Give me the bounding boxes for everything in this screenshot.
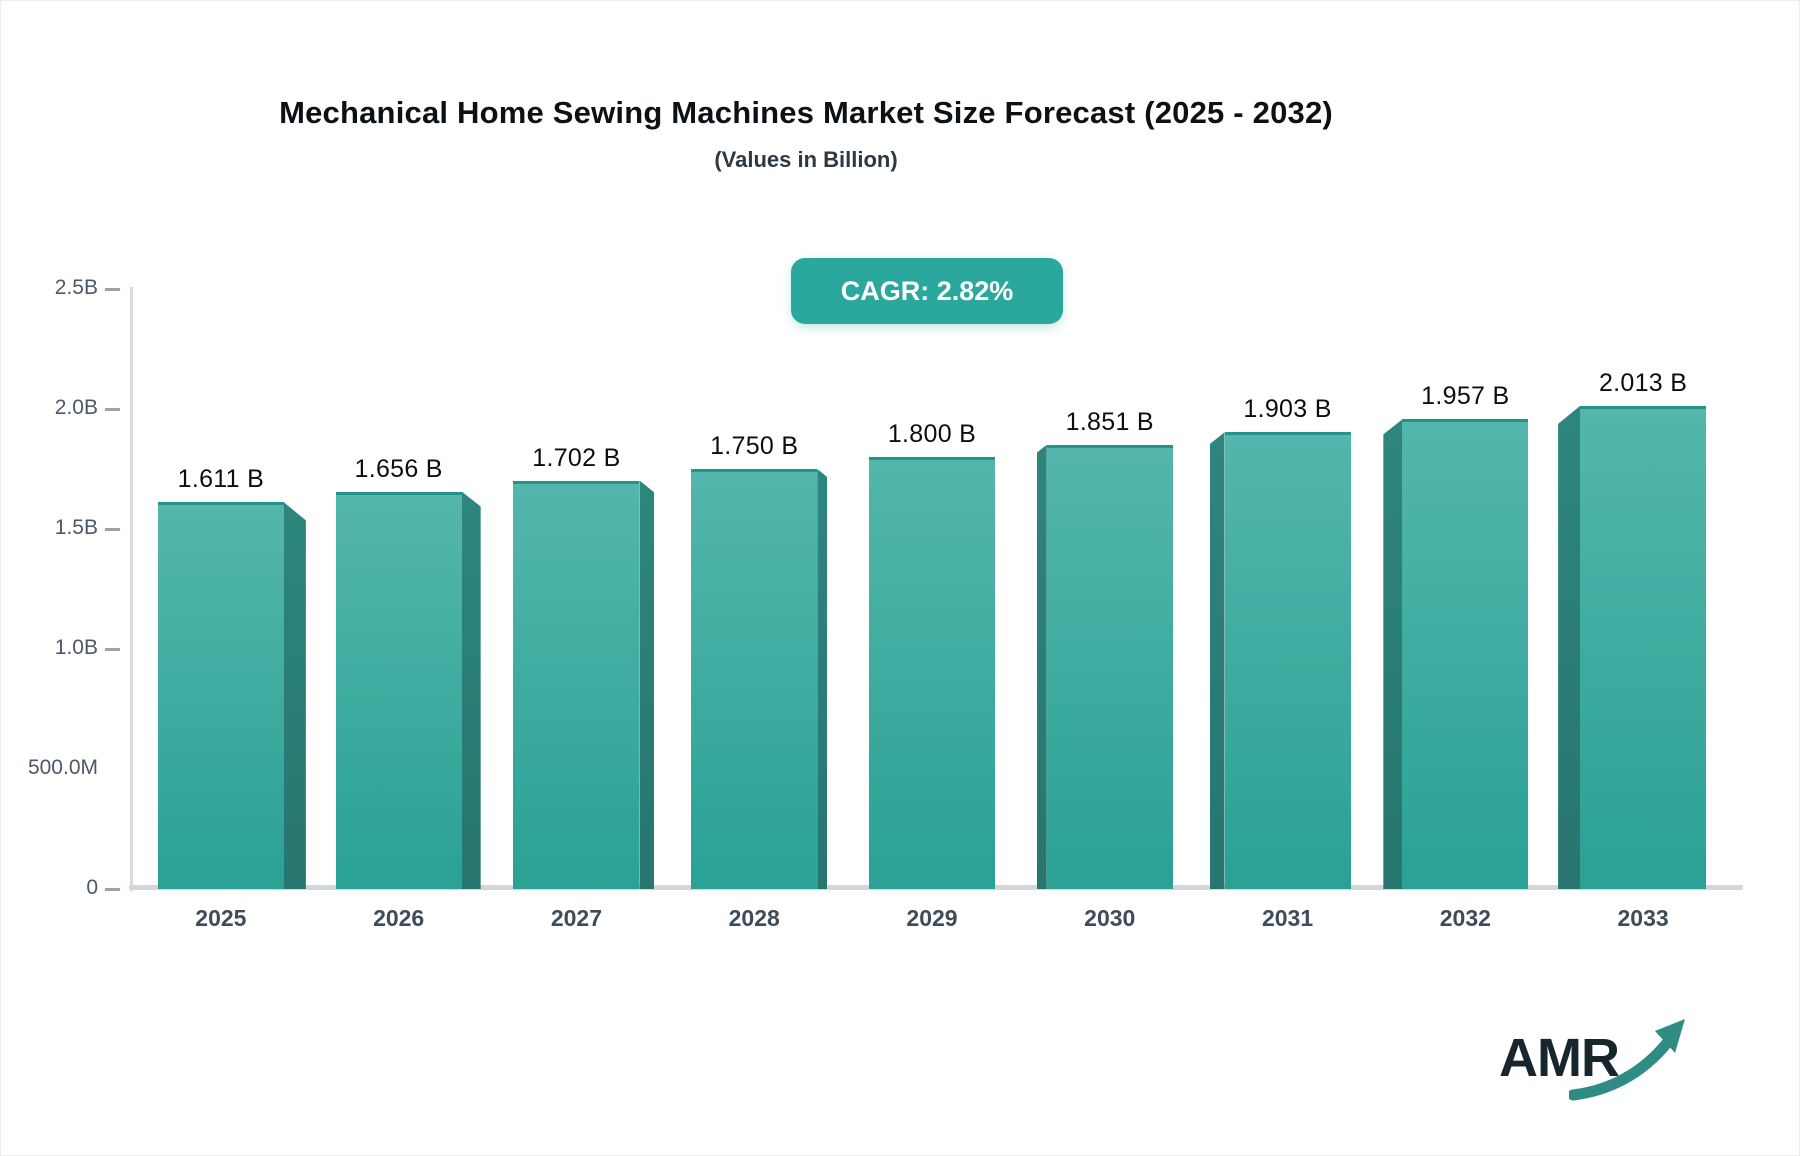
header: Mechanical Home Sewing Machines Market S… bbox=[1, 95, 1611, 173]
chart-title: Mechanical Home Sewing Machines Market S… bbox=[279, 95, 1333, 130]
x-tick-label: 2028 bbox=[728, 905, 780, 931]
bar-value-label: 1.750 B bbox=[710, 432, 799, 460]
bar bbox=[869, 457, 995, 889]
bar-value-label: 1.957 B bbox=[1421, 382, 1510, 411]
x-tick-label: 2031 bbox=[1261, 905, 1314, 931]
x-tick-label: 2032 bbox=[1439, 905, 1491, 931]
bar bbox=[691, 469, 818, 889]
y-tick-dash bbox=[105, 887, 120, 891]
growth-arrow-icon bbox=[1569, 1019, 1685, 1101]
bar bbox=[1046, 444, 1173, 889]
x-tick-label: 2029 bbox=[906, 905, 958, 931]
bar-side-face bbox=[1383, 419, 1403, 889]
y-axis-line bbox=[130, 287, 133, 891]
bar-side-face bbox=[1558, 405, 1581, 889]
y-tick-label: 2.0B bbox=[54, 396, 98, 419]
bar bbox=[157, 502, 284, 889]
y-tick-label: 2.5B bbox=[54, 276, 98, 299]
bar-side-face bbox=[1036, 444, 1047, 889]
x-tick-label: 2026 bbox=[373, 905, 425, 931]
bar-value-label: 1.611 B bbox=[177, 465, 265, 494]
x-tick-label: 2030 bbox=[1084, 905, 1136, 931]
bar-value-label: 1.903 B bbox=[1243, 395, 1332, 424]
y-tick-dash bbox=[105, 647, 120, 651]
bar-side-face bbox=[639, 480, 655, 889]
amr-logo-text: AMR bbox=[1499, 1028, 1620, 1088]
y-tick-dash bbox=[105, 527, 120, 531]
bar bbox=[513, 480, 640, 889]
bar bbox=[1580, 405, 1707, 889]
bar-value-label: 2.013 B bbox=[1598, 368, 1688, 397]
amr-logo: AMR bbox=[1499, 1011, 1689, 1103]
y-tick-label: 1.5B bbox=[54, 516, 98, 539]
bar-side-face bbox=[1209, 432, 1225, 889]
x-tick-label: 2033 bbox=[1617, 905, 1669, 931]
x-tick-label: 2027 bbox=[550, 905, 603, 931]
bar-side-face bbox=[817, 469, 828, 889]
y-tick-label: 500.0M bbox=[27, 756, 98, 779]
bar-value-label: 1.656 B bbox=[354, 454, 443, 483]
bar-side-face bbox=[461, 491, 481, 889]
bar-value-label: 1.702 B bbox=[532, 443, 621, 472]
bar-value-label: 1.851 B bbox=[1065, 407, 1154, 436]
x-tick-label: 2025 bbox=[195, 905, 247, 931]
bar bbox=[1402, 419, 1529, 889]
bar-value-label: 1.800 B bbox=[887, 420, 977, 448]
bar-side-face bbox=[283, 502, 306, 889]
y-tick-label: 0 bbox=[86, 876, 98, 899]
chart-subtitle: (Values in Billion) bbox=[714, 147, 898, 172]
bar bbox=[1224, 432, 1351, 889]
y-tick-dash bbox=[105, 287, 120, 291]
y-tick-dash bbox=[105, 407, 120, 411]
bar bbox=[335, 491, 462, 889]
y-tick-label: 1.0B bbox=[54, 636, 98, 659]
cagr-badge: CAGR: 2.82% bbox=[791, 258, 1063, 324]
